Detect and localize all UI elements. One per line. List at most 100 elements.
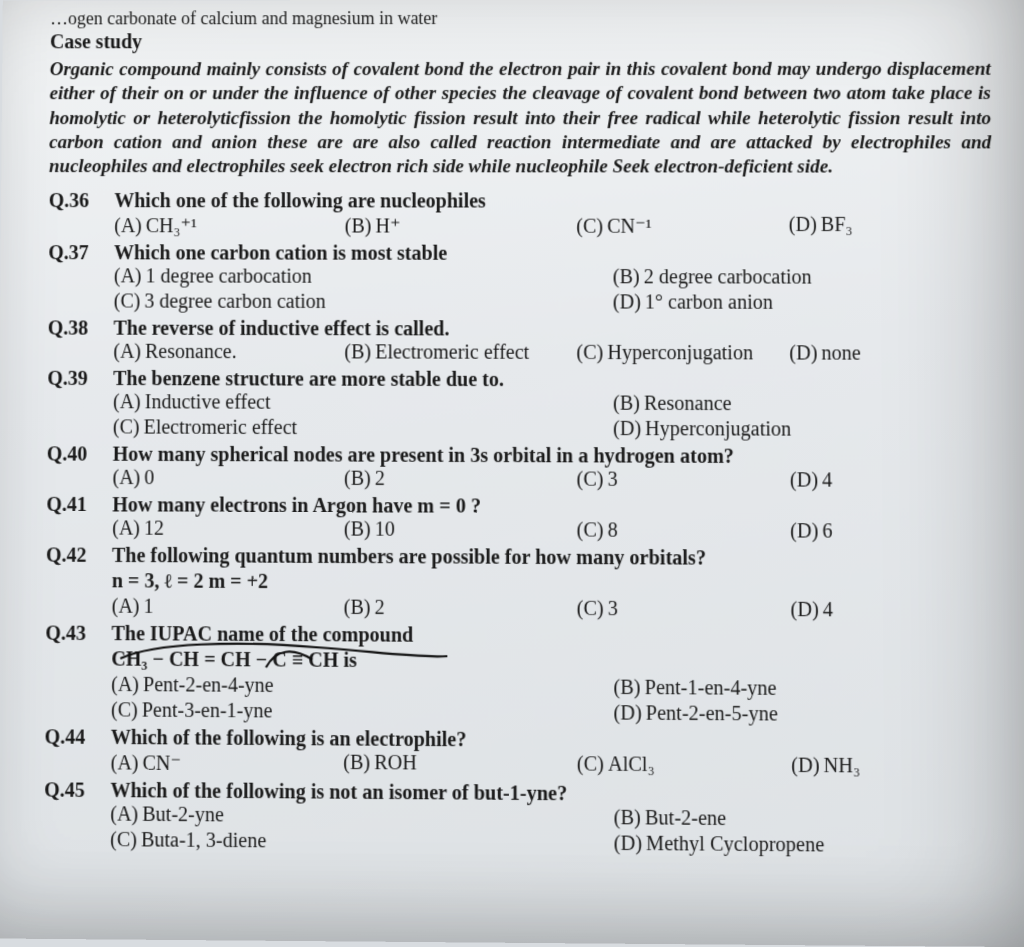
option: (A)1 degree carbocation bbox=[114, 265, 603, 289]
option-label: (B) bbox=[344, 596, 371, 619]
option-label: (B) bbox=[343, 751, 370, 774]
option-label: (C) bbox=[577, 753, 604, 776]
options: (A)1 degree carbocation(B)2 degree carbo… bbox=[114, 265, 993, 315]
option-label: (B) bbox=[344, 341, 371, 363]
option: (C)AlCl₃ bbox=[577, 753, 781, 780]
question: Q.41How many electrons in Argon have m =… bbox=[46, 493, 994, 544]
option-text: Resonance. bbox=[145, 340, 237, 362]
option: (D)1° carbon anion bbox=[613, 291, 993, 315]
option: (C)3 bbox=[577, 468, 780, 492]
option: (B)Pent-1-en-4-yne bbox=[614, 676, 996, 702]
option-text: CH₃⁺¹ bbox=[146, 215, 197, 237]
question-number: Q.38 bbox=[48, 317, 104, 340]
option: (A)But-2-yne bbox=[110, 803, 603, 830]
question-row: Q.36 Which one of the following are nucle… bbox=[49, 190, 992, 214]
option-label: (A) bbox=[112, 595, 140, 617]
option-label: (A) bbox=[112, 466, 140, 488]
option-label: (B) bbox=[345, 215, 372, 237]
option: (B)H⁺ bbox=[345, 213, 567, 238]
question: Q.36 Which one of the following are nucle… bbox=[48, 190, 992, 239]
option-text: Pent-1-en-4-yne bbox=[645, 676, 777, 699]
option: (C)Hyperconjugation bbox=[576, 341, 779, 365]
question: Q.40How many spherical nodes are present… bbox=[47, 443, 995, 493]
question-text: The following quantum numbers are possib… bbox=[112, 544, 995, 571]
option: (C)Buta-1, 3-diene bbox=[110, 828, 604, 855]
option-label: (D) bbox=[614, 832, 642, 855]
options: (A)12(B)10(C)8(D)6 bbox=[112, 517, 994, 544]
option-text: Methyl Cyclopropene bbox=[646, 832, 824, 856]
option: (B)ROH bbox=[343, 751, 567, 778]
option-label: (C) bbox=[110, 828, 137, 851]
option-text: 1° carbon anion bbox=[645, 291, 773, 313]
option-label: (A) bbox=[113, 340, 141, 362]
question-row: Q.37Which one carbon cation is most stab… bbox=[48, 242, 992, 267]
question-text: Which one of the following are nucleophi… bbox=[114, 190, 992, 214]
option-text: Pent-3-en-1-yne bbox=[142, 699, 273, 722]
hand-annotation-icon bbox=[115, 636, 457, 679]
option-text: 3 bbox=[608, 597, 618, 620]
option: (B)Electromeric effect bbox=[344, 341, 566, 365]
option-label: (D) bbox=[790, 520, 818, 543]
option: (B)2 bbox=[344, 467, 567, 491]
option: (A)0 bbox=[112, 466, 334, 490]
option-text: 1 degree carbocation bbox=[145, 265, 311, 287]
options: (A)Resonance. (B)Electromeric effect (C)Hy… bbox=[113, 340, 993, 365]
question: Q.44Which of the following is an electro… bbox=[44, 726, 996, 781]
question-number: Q.43 bbox=[45, 622, 101, 646]
option-label: (D) bbox=[789, 213, 817, 235]
option-label: (C) bbox=[113, 416, 140, 438]
option-text: CN⁻ bbox=[142, 752, 181, 775]
option-text: 1 bbox=[143, 595, 153, 617]
option: (C)Pent-3-en-1-yne bbox=[111, 699, 604, 725]
question-row: Q.38 The reverse of inductive effect is c… bbox=[48, 317, 993, 342]
option-text: 4 bbox=[823, 598, 833, 621]
question-text: The reverse of inductive effect is calle… bbox=[113, 317, 992, 342]
question-number: Q.42 bbox=[46, 544, 102, 568]
option-label: (D) bbox=[790, 598, 818, 621]
question: Q.42 The following quantum numbers are po… bbox=[46, 544, 996, 623]
options: (A)0(B)2(C)3(D)4 bbox=[112, 466, 994, 493]
option-label: (D) bbox=[614, 702, 642, 725]
options: (A)Inductive effect(B)Resonance(C)Electr… bbox=[113, 391, 994, 442]
option-text: 3 degree carbon cation bbox=[144, 290, 326, 312]
option: (C)8 bbox=[577, 519, 780, 543]
option-label: (B) bbox=[344, 467, 371, 489]
option-label: (D) bbox=[613, 291, 641, 313]
question-number: Q.36 bbox=[49, 190, 105, 213]
option: (D)Pent-2-en-5-yne bbox=[614, 702, 996, 728]
option-label: (A) bbox=[114, 265, 142, 287]
option-text: Hyperconjugation bbox=[607, 341, 753, 364]
question: Q.39The benzene structure are more stabl… bbox=[47, 367, 994, 442]
option-text: 2 bbox=[375, 596, 385, 618]
option-label: (D) bbox=[789, 342, 817, 364]
option: (C)CN⁻¹ bbox=[576, 213, 778, 238]
option-label: (A) bbox=[114, 215, 142, 237]
option: (D)none bbox=[789, 342, 993, 366]
option-text: Hyperconjugation bbox=[645, 417, 791, 440]
option-label: (B) bbox=[613, 392, 640, 414]
option: (D)NH₃ bbox=[791, 754, 996, 781]
option: (A)Inductive effect bbox=[113, 391, 603, 416]
question-subtext: n = 3, ℓ = 2 m = +2 bbox=[112, 570, 995, 598]
option: (A)Resonance. bbox=[113, 340, 334, 364]
option: (D)6 bbox=[790, 520, 994, 544]
option-label: (C) bbox=[114, 290, 141, 312]
options: (A)But-2-yne(B)But-2-ene(C)Buta-1, 3-die… bbox=[110, 803, 997, 859]
option-text: NH₃ bbox=[824, 754, 861, 777]
option-label: (C) bbox=[577, 519, 604, 542]
question: Q.45Which of the following is not an iso… bbox=[44, 779, 997, 859]
option-text: 12 bbox=[144, 517, 164, 539]
option-label: (A) bbox=[111, 752, 139, 775]
option: (B)2 bbox=[344, 596, 567, 621]
question-text: How many spherical nodes are present in … bbox=[113, 443, 994, 469]
option-label: (C) bbox=[111, 699, 138, 722]
option-text: 8 bbox=[608, 519, 618, 541]
option-label: (B) bbox=[344, 518, 371, 540]
option-text: Electromeric effect bbox=[375, 341, 529, 364]
option: (B)10 bbox=[344, 518, 567, 542]
question-number: Q.37 bbox=[48, 242, 104, 265]
option-text: 6 bbox=[822, 520, 832, 542]
option-label: (C) bbox=[576, 341, 603, 363]
header-fragment: …ogen carbonate of calcium and magnesium… bbox=[50, 7, 990, 29]
options: (A)1(B)2(C)3(D)4 bbox=[112, 595, 996, 623]
